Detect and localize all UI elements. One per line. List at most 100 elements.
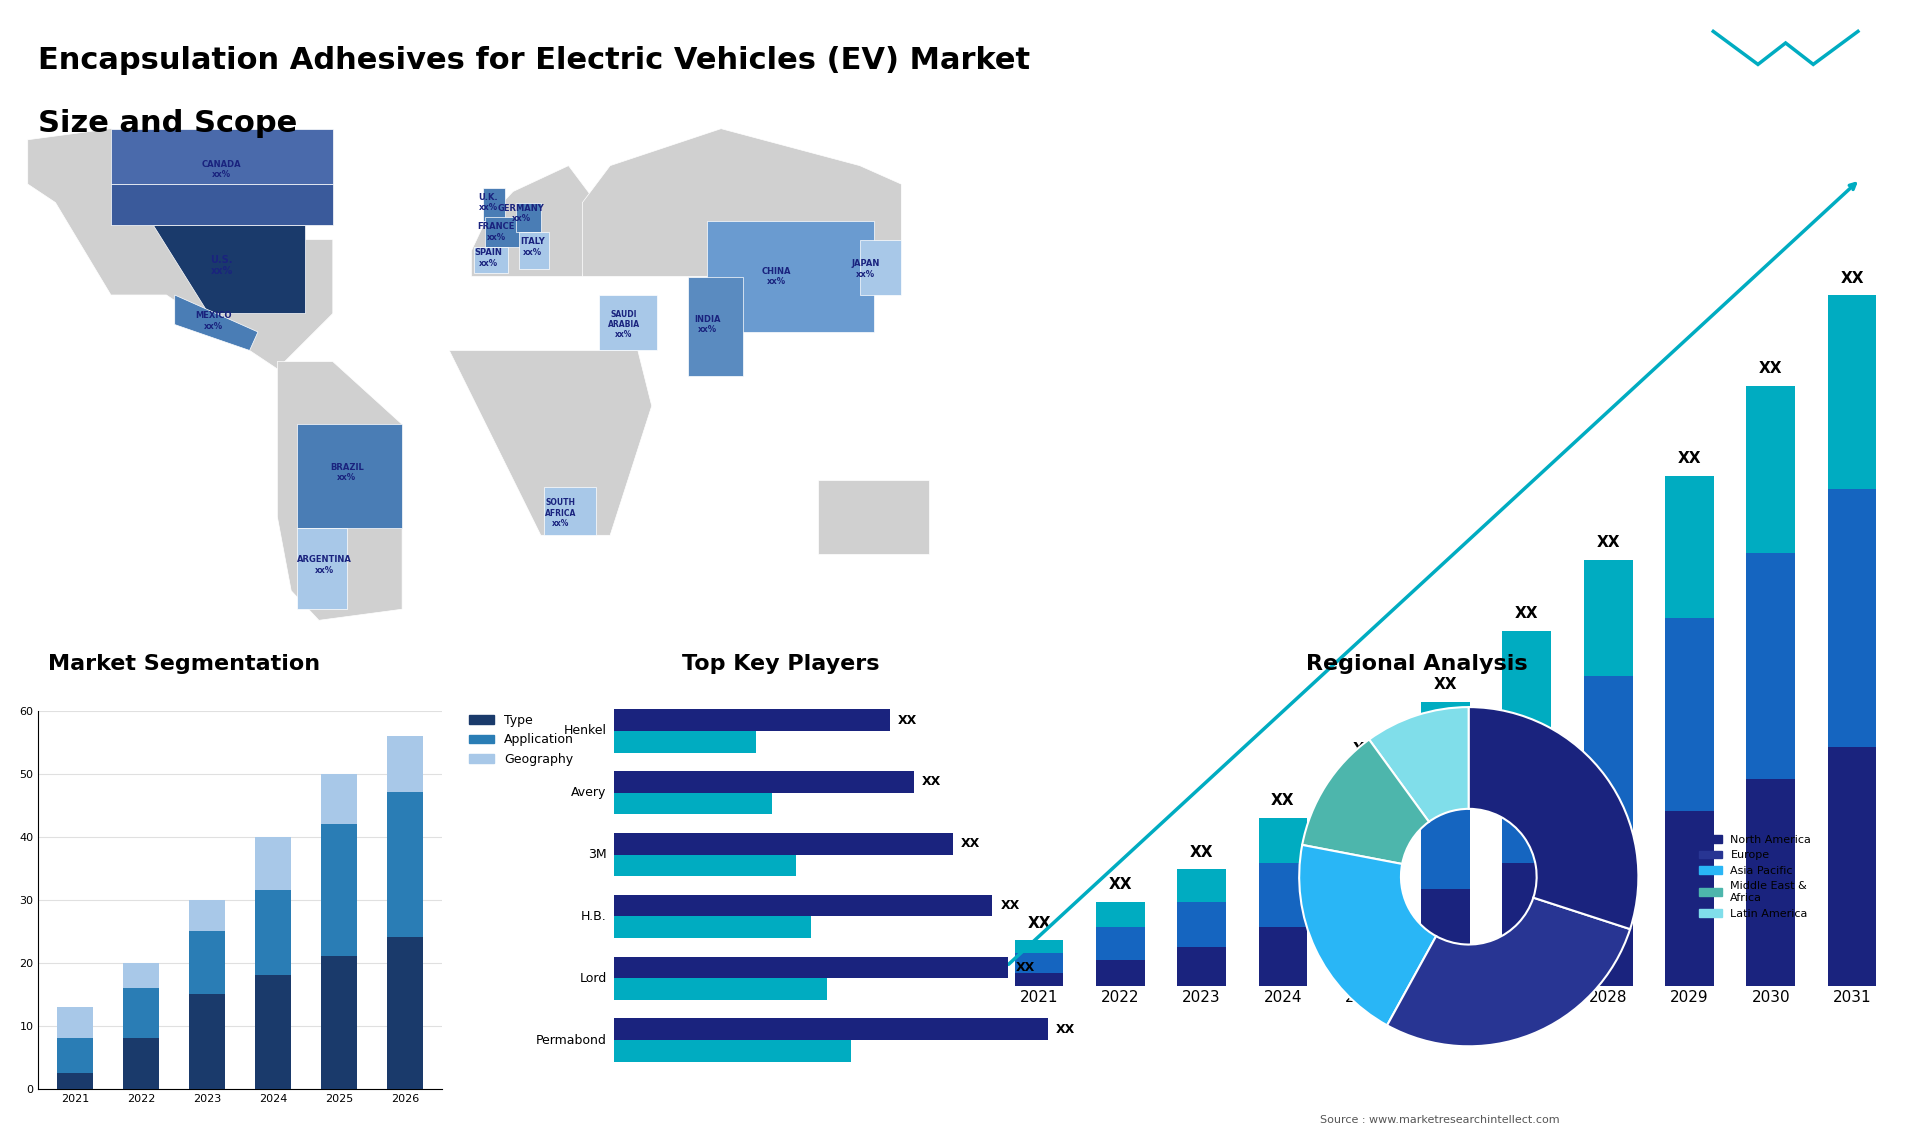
Text: JAPAN
xx%: JAPAN xx% bbox=[851, 259, 879, 278]
Bar bbox=[188, 931, 225, 994]
Wedge shape bbox=[1302, 739, 1428, 864]
Wedge shape bbox=[1469, 707, 1638, 929]
Bar bbox=[1258, 927, 1308, 986]
Text: XX: XX bbox=[1596, 535, 1620, 550]
Text: XX: XX bbox=[1434, 677, 1457, 692]
Bar bbox=[123, 963, 159, 988]
Text: XX: XX bbox=[1839, 270, 1864, 285]
Text: H.B.: H.B. bbox=[580, 910, 607, 923]
Text: XX: XX bbox=[1027, 916, 1050, 931]
Bar bbox=[58, 1038, 92, 1073]
Bar bbox=[1828, 489, 1876, 747]
Text: INDIA
xx%: INDIA xx% bbox=[693, 315, 720, 335]
Text: ITALY
xx%: ITALY xx% bbox=[520, 237, 545, 257]
Text: Market Segmentation: Market Segmentation bbox=[48, 654, 321, 674]
Bar bbox=[1340, 824, 1388, 908]
Text: XX: XX bbox=[1271, 793, 1294, 808]
Bar bbox=[321, 956, 357, 1089]
Bar bbox=[1747, 779, 1795, 986]
Bar bbox=[388, 937, 422, 1089]
Bar bbox=[188, 994, 225, 1089]
Legend: Type, Application, Geography: Type, Application, Geography bbox=[465, 709, 578, 771]
Polygon shape bbox=[152, 225, 305, 314]
Legend: North America, Europe, Asia Pacific, Middle East &
Africa, Latin America: North America, Europe, Asia Pacific, Mid… bbox=[1695, 831, 1816, 923]
Text: XX: XX bbox=[1056, 1023, 1075, 1036]
Text: XX: XX bbox=[1108, 877, 1133, 892]
Bar bbox=[1665, 618, 1715, 811]
Bar bbox=[255, 837, 292, 890]
Bar bbox=[1503, 728, 1551, 863]
Text: XX: XX bbox=[1190, 845, 1213, 860]
Polygon shape bbox=[175, 295, 257, 351]
Bar bbox=[1096, 959, 1144, 986]
Text: XX: XX bbox=[1000, 900, 1020, 912]
Bar bbox=[1014, 953, 1064, 973]
Text: Lord: Lord bbox=[580, 972, 607, 984]
Bar bbox=[614, 1019, 1048, 1041]
Bar bbox=[321, 824, 357, 956]
Text: SPAIN
xx%: SPAIN xx% bbox=[474, 249, 501, 268]
Polygon shape bbox=[486, 218, 522, 246]
Wedge shape bbox=[1300, 845, 1436, 1026]
Bar bbox=[614, 855, 795, 877]
Bar bbox=[255, 890, 292, 975]
Bar bbox=[388, 793, 422, 937]
Text: XX: XX bbox=[922, 776, 941, 788]
Bar bbox=[1421, 779, 1471, 889]
Bar bbox=[1665, 811, 1715, 986]
Text: SOUTH
AFRICA
xx%: SOUTH AFRICA xx% bbox=[545, 499, 576, 528]
Bar bbox=[1014, 941, 1064, 953]
Text: XX: XX bbox=[1759, 361, 1782, 376]
Bar bbox=[123, 988, 159, 1038]
Text: U.K.
xx%: U.K. xx% bbox=[478, 193, 497, 212]
Text: XX: XX bbox=[1515, 606, 1538, 621]
Bar bbox=[1258, 863, 1308, 927]
Bar bbox=[614, 895, 993, 917]
Bar bbox=[1258, 818, 1308, 863]
Text: Avery: Avery bbox=[570, 786, 607, 799]
Text: CHINA
xx%: CHINA xx% bbox=[762, 267, 791, 286]
Wedge shape bbox=[1386, 897, 1630, 1046]
Bar bbox=[614, 709, 891, 731]
Bar bbox=[321, 774, 357, 824]
Bar bbox=[1503, 863, 1551, 986]
Bar bbox=[614, 771, 914, 793]
Polygon shape bbox=[518, 233, 549, 269]
Bar bbox=[1177, 870, 1227, 902]
Bar bbox=[1747, 554, 1795, 779]
Text: SAUDI
ARABIA
xx%: SAUDI ARABIA xx% bbox=[609, 309, 639, 339]
Text: 3M: 3M bbox=[588, 848, 607, 861]
Text: Source : www.marketresearchintellect.com: Source : www.marketresearchintellect.com bbox=[1321, 1115, 1559, 1125]
Polygon shape bbox=[860, 240, 900, 295]
Wedge shape bbox=[1369, 707, 1469, 822]
Polygon shape bbox=[818, 480, 929, 554]
Bar bbox=[1340, 908, 1388, 986]
Bar bbox=[58, 1073, 92, 1089]
Text: U.S.
xx%: U.S. xx% bbox=[211, 254, 232, 276]
Polygon shape bbox=[582, 128, 900, 276]
Bar bbox=[1503, 630, 1551, 728]
Polygon shape bbox=[27, 128, 332, 369]
Polygon shape bbox=[516, 203, 541, 233]
Bar bbox=[1014, 973, 1064, 986]
Bar bbox=[614, 833, 952, 855]
Bar bbox=[1584, 559, 1632, 676]
Bar bbox=[614, 1041, 851, 1062]
Polygon shape bbox=[474, 246, 507, 273]
Polygon shape bbox=[687, 276, 743, 376]
Bar bbox=[614, 793, 772, 815]
Polygon shape bbox=[449, 351, 651, 535]
Polygon shape bbox=[472, 166, 597, 276]
Bar bbox=[1177, 902, 1227, 947]
Bar bbox=[614, 917, 812, 939]
Polygon shape bbox=[298, 528, 348, 610]
Text: GERMANY
xx%: GERMANY xx% bbox=[497, 204, 545, 223]
Bar bbox=[1096, 927, 1144, 959]
Polygon shape bbox=[298, 424, 401, 528]
Polygon shape bbox=[482, 188, 505, 221]
Text: CANADA
xx%: CANADA xx% bbox=[202, 159, 242, 179]
Bar bbox=[58, 1006, 92, 1038]
Polygon shape bbox=[707, 221, 874, 332]
Polygon shape bbox=[543, 487, 597, 535]
Bar bbox=[1421, 889, 1471, 986]
